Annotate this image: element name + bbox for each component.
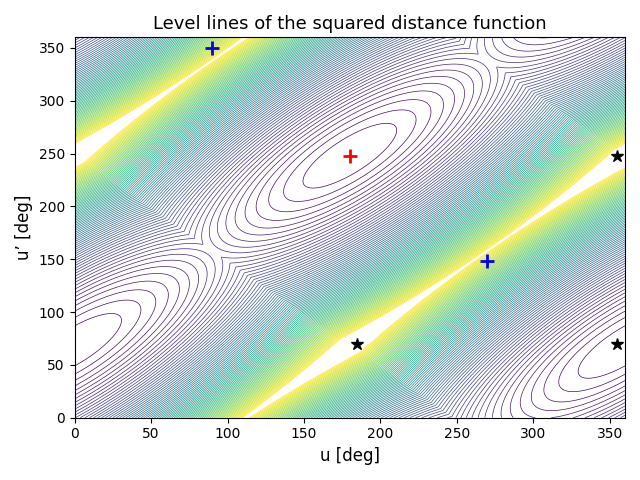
Title: Level lines of the squared distance function: Level lines of the squared distance func… bbox=[153, 15, 547, 33]
Y-axis label: u’ [deg]: u’ [deg] bbox=[15, 195, 33, 260]
X-axis label: u [deg]: u [deg] bbox=[320, 447, 380, 465]
